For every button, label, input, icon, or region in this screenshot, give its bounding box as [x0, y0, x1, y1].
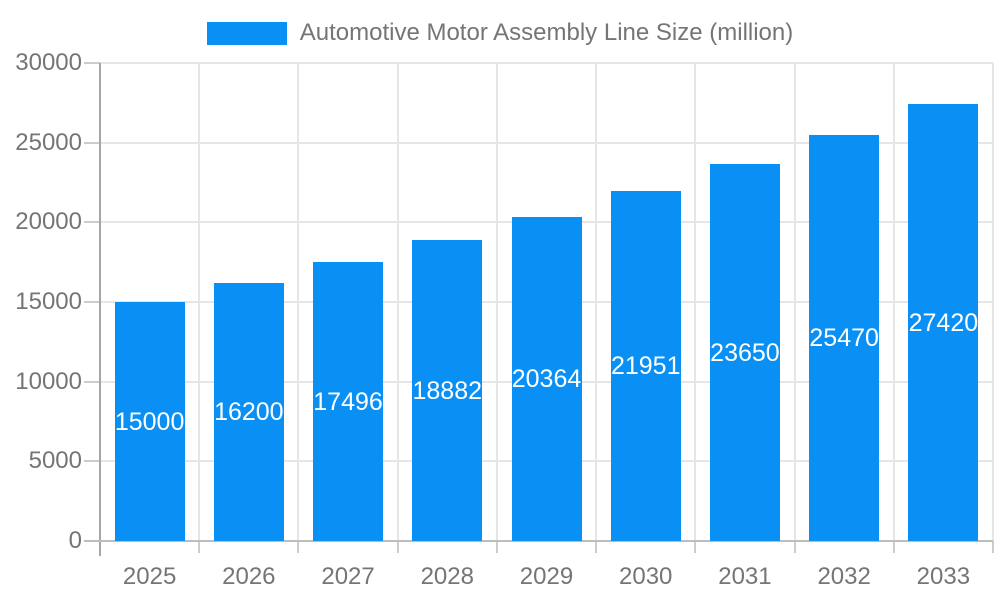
- bar: [709, 164, 780, 541]
- x-axis-tick: [694, 541, 697, 553]
- y-axis-tick: [84, 221, 100, 224]
- y-gridline: [100, 141, 993, 144]
- x-axis-category-label: 2026: [222, 563, 276, 590]
- x-axis-tick: [495, 541, 498, 553]
- x-axis-category-label: 2033: [916, 563, 971, 590]
- y-axis-tick-label: 30000: [15, 49, 82, 76]
- legend-label: Automotive Motor Assembly Line Size (mil…: [299, 19, 794, 46]
- bar: [114, 302, 185, 541]
- bar: [908, 104, 979, 541]
- bar: [412, 240, 483, 541]
- x-axis-category-label: 2028: [420, 563, 474, 590]
- bar-value-label: 17496: [313, 387, 383, 416]
- bar: [511, 216, 582, 541]
- x-axis-tick: [297, 541, 300, 553]
- bar-value-label: 20364: [511, 364, 582, 393]
- x-axis-tick: [992, 541, 994, 553]
- x-axis-tick: [198, 541, 201, 553]
- y-axis-tick: [84, 380, 100, 383]
- y-axis-line: [99, 63, 101, 556]
- x-axis-tick: [793, 541, 796, 553]
- x-gridline: [892, 63, 895, 541]
- bar-value-label: 15000: [114, 407, 185, 436]
- x-axis-category-label: 2029: [519, 563, 574, 590]
- x-axis-category-label: 2032: [817, 563, 871, 590]
- bar: [809, 135, 880, 541]
- y-axis-tick: [84, 62, 100, 64]
- x-axis-tick: [396, 541, 399, 553]
- legend-color-swatch: [206, 21, 287, 45]
- y-axis-tick: [84, 460, 100, 463]
- y-axis-tick-label: 15000: [15, 288, 82, 315]
- chart-legend[interactable]: Automotive Motor Assembly Line Size (mil…: [0, 19, 1000, 47]
- bar: [313, 262, 384, 541]
- x-axis-category-label: 2027: [321, 563, 375, 590]
- x-axis-tick: [595, 541, 598, 553]
- bar-value-label: 16200: [214, 397, 284, 426]
- bar-value-label: 23650: [710, 338, 780, 367]
- bar-value-label: 27420: [908, 308, 979, 337]
- y-axis-tick-label: 25000: [15, 128, 82, 156]
- x-axis-category-label: 2025: [122, 563, 177, 590]
- y-gridline: [100, 62, 993, 64]
- x-gridline: [694, 63, 697, 541]
- bar-value-label: 21951: [610, 352, 681, 381]
- x-gridline: [495, 63, 498, 541]
- bar-value-label: 25470: [809, 324, 879, 353]
- x-gridline: [297, 63, 300, 541]
- y-axis-tick-label: 20000: [15, 208, 82, 236]
- x-gridline: [396, 63, 399, 541]
- bar-value-label: 18882: [412, 376, 483, 405]
- x-gridline: [595, 63, 598, 541]
- y-axis-tick-label: 10000: [15, 367, 82, 395]
- x-axis-tick: [892, 541, 895, 553]
- bar: [610, 191, 681, 541]
- x-axis-category-label: 2031: [718, 563, 772, 590]
- x-gridline: [793, 63, 796, 541]
- x-gridline: [198, 63, 201, 541]
- y-axis-tick: [84, 141, 100, 144]
- y-axis-tick-label: 0: [68, 527, 82, 554]
- x-axis-category-label: 2030: [619, 563, 673, 590]
- y-axis-tick-label: 5000: [28, 447, 82, 475]
- x-gridline: [992, 63, 994, 541]
- x-axis-line: [84, 540, 993, 542]
- y-axis-tick: [84, 301, 100, 303]
- bar: [213, 282, 284, 541]
